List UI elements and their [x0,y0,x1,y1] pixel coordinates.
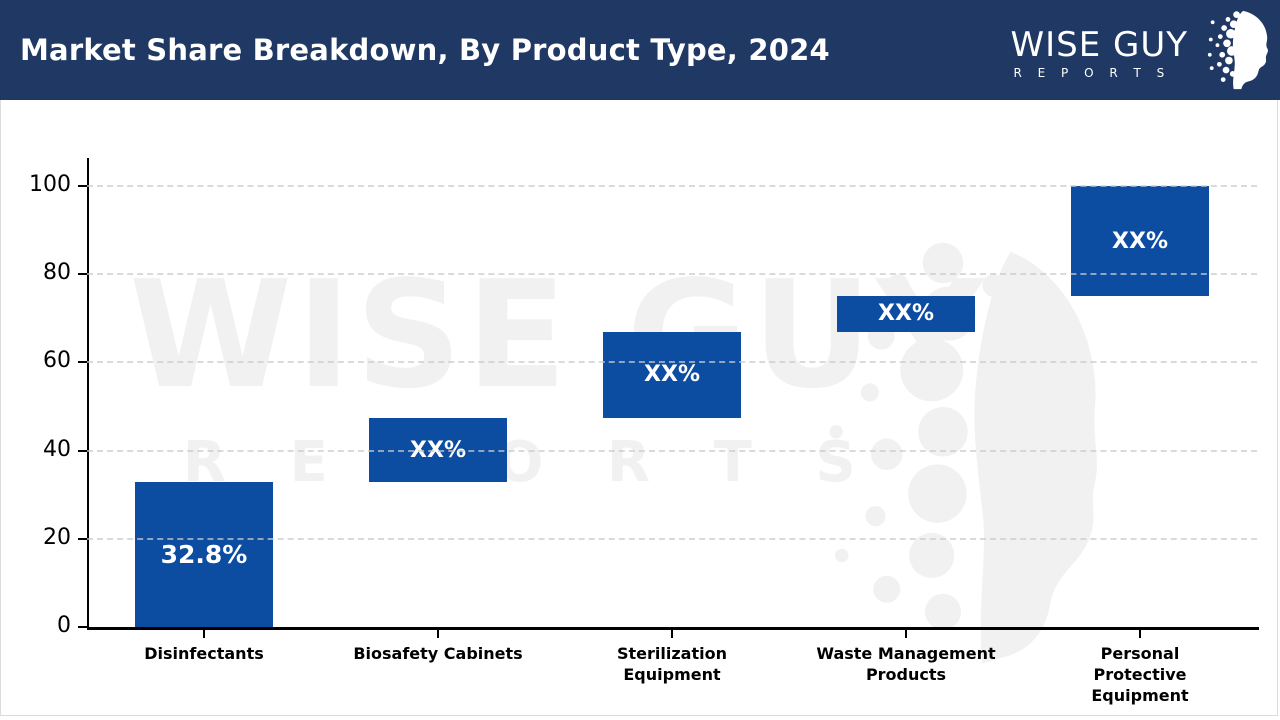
logo-reports-label: R E P O R T S [1013,66,1171,80]
x-tick-mark [671,630,673,638]
bar-value-label: XX% [878,301,934,327]
logo-wordmark: WISE GUY [1010,25,1188,65]
y-tick-mark [78,361,87,364]
gridline-60 [87,361,1257,364]
header: Market Share Breakdown, By Product Type,… [0,0,1280,100]
bar-value-label: XX% [1112,228,1168,254]
category-label: Disinfectants [144,644,264,663]
y-tick-mark [78,185,87,187]
y-tick-mark [78,273,87,276]
bar-segment: XX% [603,331,741,418]
bar-segment: 32.8% [135,482,273,627]
bar-segment: XX% [1071,186,1209,297]
watermark-head-icon [829,242,1097,664]
y-tick-label: 100 [29,172,71,197]
x-tick-mark [905,630,907,638]
gridline-100 [87,185,1257,187]
watermark-wordmark: WISE GUY [129,249,988,421]
y-tick-label: 40 [43,436,71,462]
bar-value-label: 32.8% [160,540,248,570]
plot: 0 20 40 60 80 100 32.8% Disinfectants XX% Biosafe… [1,100,1277,715]
x-tick-mark [203,630,205,638]
watermark-reports: R E P O R T S [183,430,878,495]
logo-head-icon [1207,10,1268,90]
category-label: Waste Management Products [816,644,996,684]
y-axis-spine [87,158,89,630]
category-label: Biosafety Cabinets [353,644,523,663]
bar-segment: XX% [837,296,975,332]
chart-area: WISE GUY R E P O R T S 0 20 40 60 80 100 32.8%… [0,100,1278,716]
y-tick-label: 80 [43,260,71,286]
category-label: Personal Protective Equipment [1091,644,1189,705]
bar-value-label: XX% [644,362,700,388]
y-tick-label: 0 [57,613,71,638]
x-tick-mark [1139,630,1141,638]
y-tick-mark [78,537,87,540]
x-axis-spine [87,627,1259,630]
gridline-40 [87,449,1257,452]
gridline-80 [87,273,1257,276]
y-tick-label: 20 [43,524,71,550]
gridline-20 [87,537,1257,540]
y-tick-mark [78,449,87,452]
x-tick-mark [437,630,439,638]
y-tick-label: 60 [43,348,71,374]
y-tick-mark [78,626,87,628]
logo-text: WISE GUY R E P O R T S [1010,26,1188,80]
category-label: Sterilization Equipment [617,644,727,684]
page-title: Market Share Breakdown, By Product Type,… [20,33,830,67]
wiseguy-logo: WISE GUY R E P O R T S [1010,7,1270,93]
